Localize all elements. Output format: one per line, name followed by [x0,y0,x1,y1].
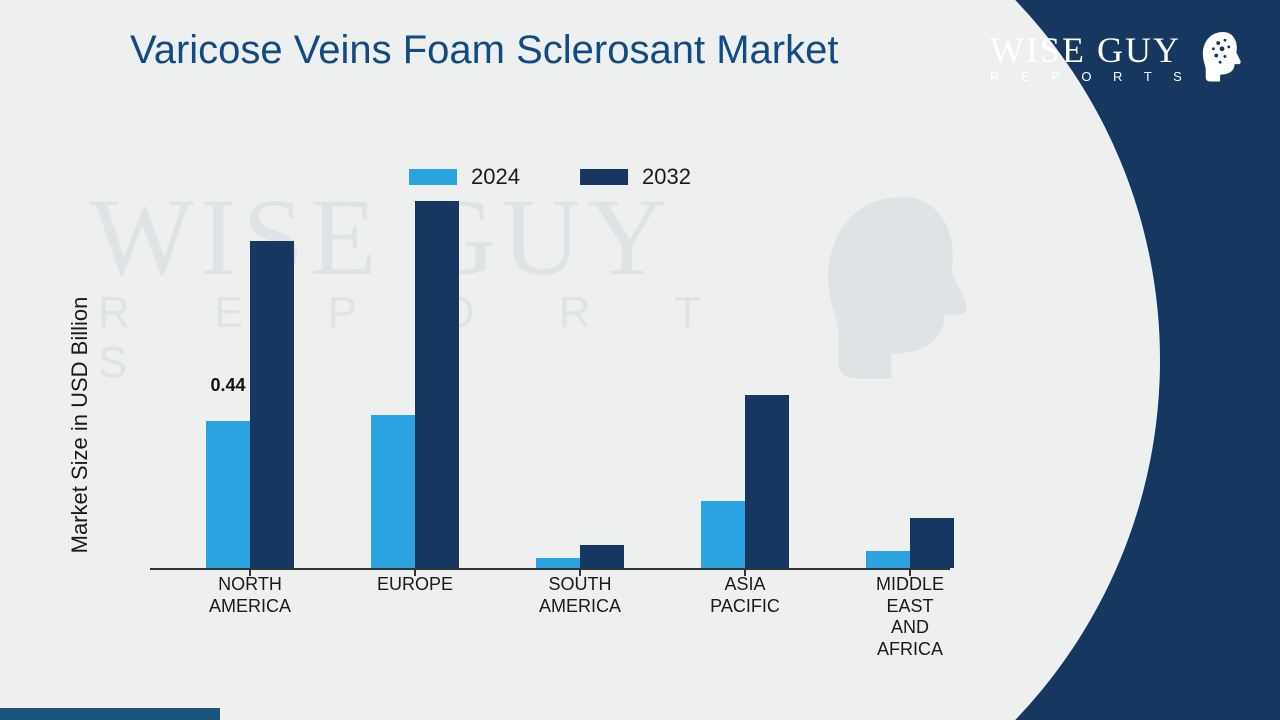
bar [371,415,415,568]
bar-group [701,395,789,568]
plot-area: 2024 2032 0.44 [150,170,950,570]
bar [701,501,745,568]
bottom-accent-bar [0,708,220,720]
x-axis-category-label: SOUTH AMERICA [539,574,621,617]
bar-group [866,518,954,568]
bar-chart: Market Size in USD Billion 2024 2032 0.4… [90,170,970,680]
x-axis-category-label: ASIA PACIFIC [710,574,780,617]
bar [206,421,250,568]
brand-logo: WISE GUY R E P O R T S [990,28,1250,84]
legend-item: 2032 [580,164,691,190]
chart-title: Varicose Veins Foam Sclerosant Market [130,28,838,73]
bar [250,241,294,568]
x-axis-category-label: EUROPE [377,574,453,596]
legend-label: 2024 [471,164,520,190]
x-axis-category-label: NORTH AMERICA [209,574,291,617]
legend-item: 2024 [409,164,520,190]
brand-name: WISE GUY [990,29,1191,71]
brand-head-icon [1199,28,1247,84]
bar-group [206,241,294,568]
x-axis-category-label: MIDDLE EAST AND AFRICA [876,574,944,660]
bar [910,518,954,568]
bar [580,545,624,568]
bar [866,551,910,568]
brand-subtitle: R E P O R T S [990,69,1191,84]
legend-label: 2032 [642,164,691,190]
legend-swatch [409,169,457,185]
bar [536,558,580,568]
legend: 2024 2032 [409,164,691,190]
bar-group [371,201,459,568]
bar [745,395,789,568]
y-axis-label: Market Size in USD Billion [67,297,93,554]
legend-swatch [580,169,628,185]
bar-group [536,545,624,568]
bar [415,201,459,568]
report-graphic: WISE GUY R E P O R T S Varicose Veins Fo… [0,0,1280,720]
